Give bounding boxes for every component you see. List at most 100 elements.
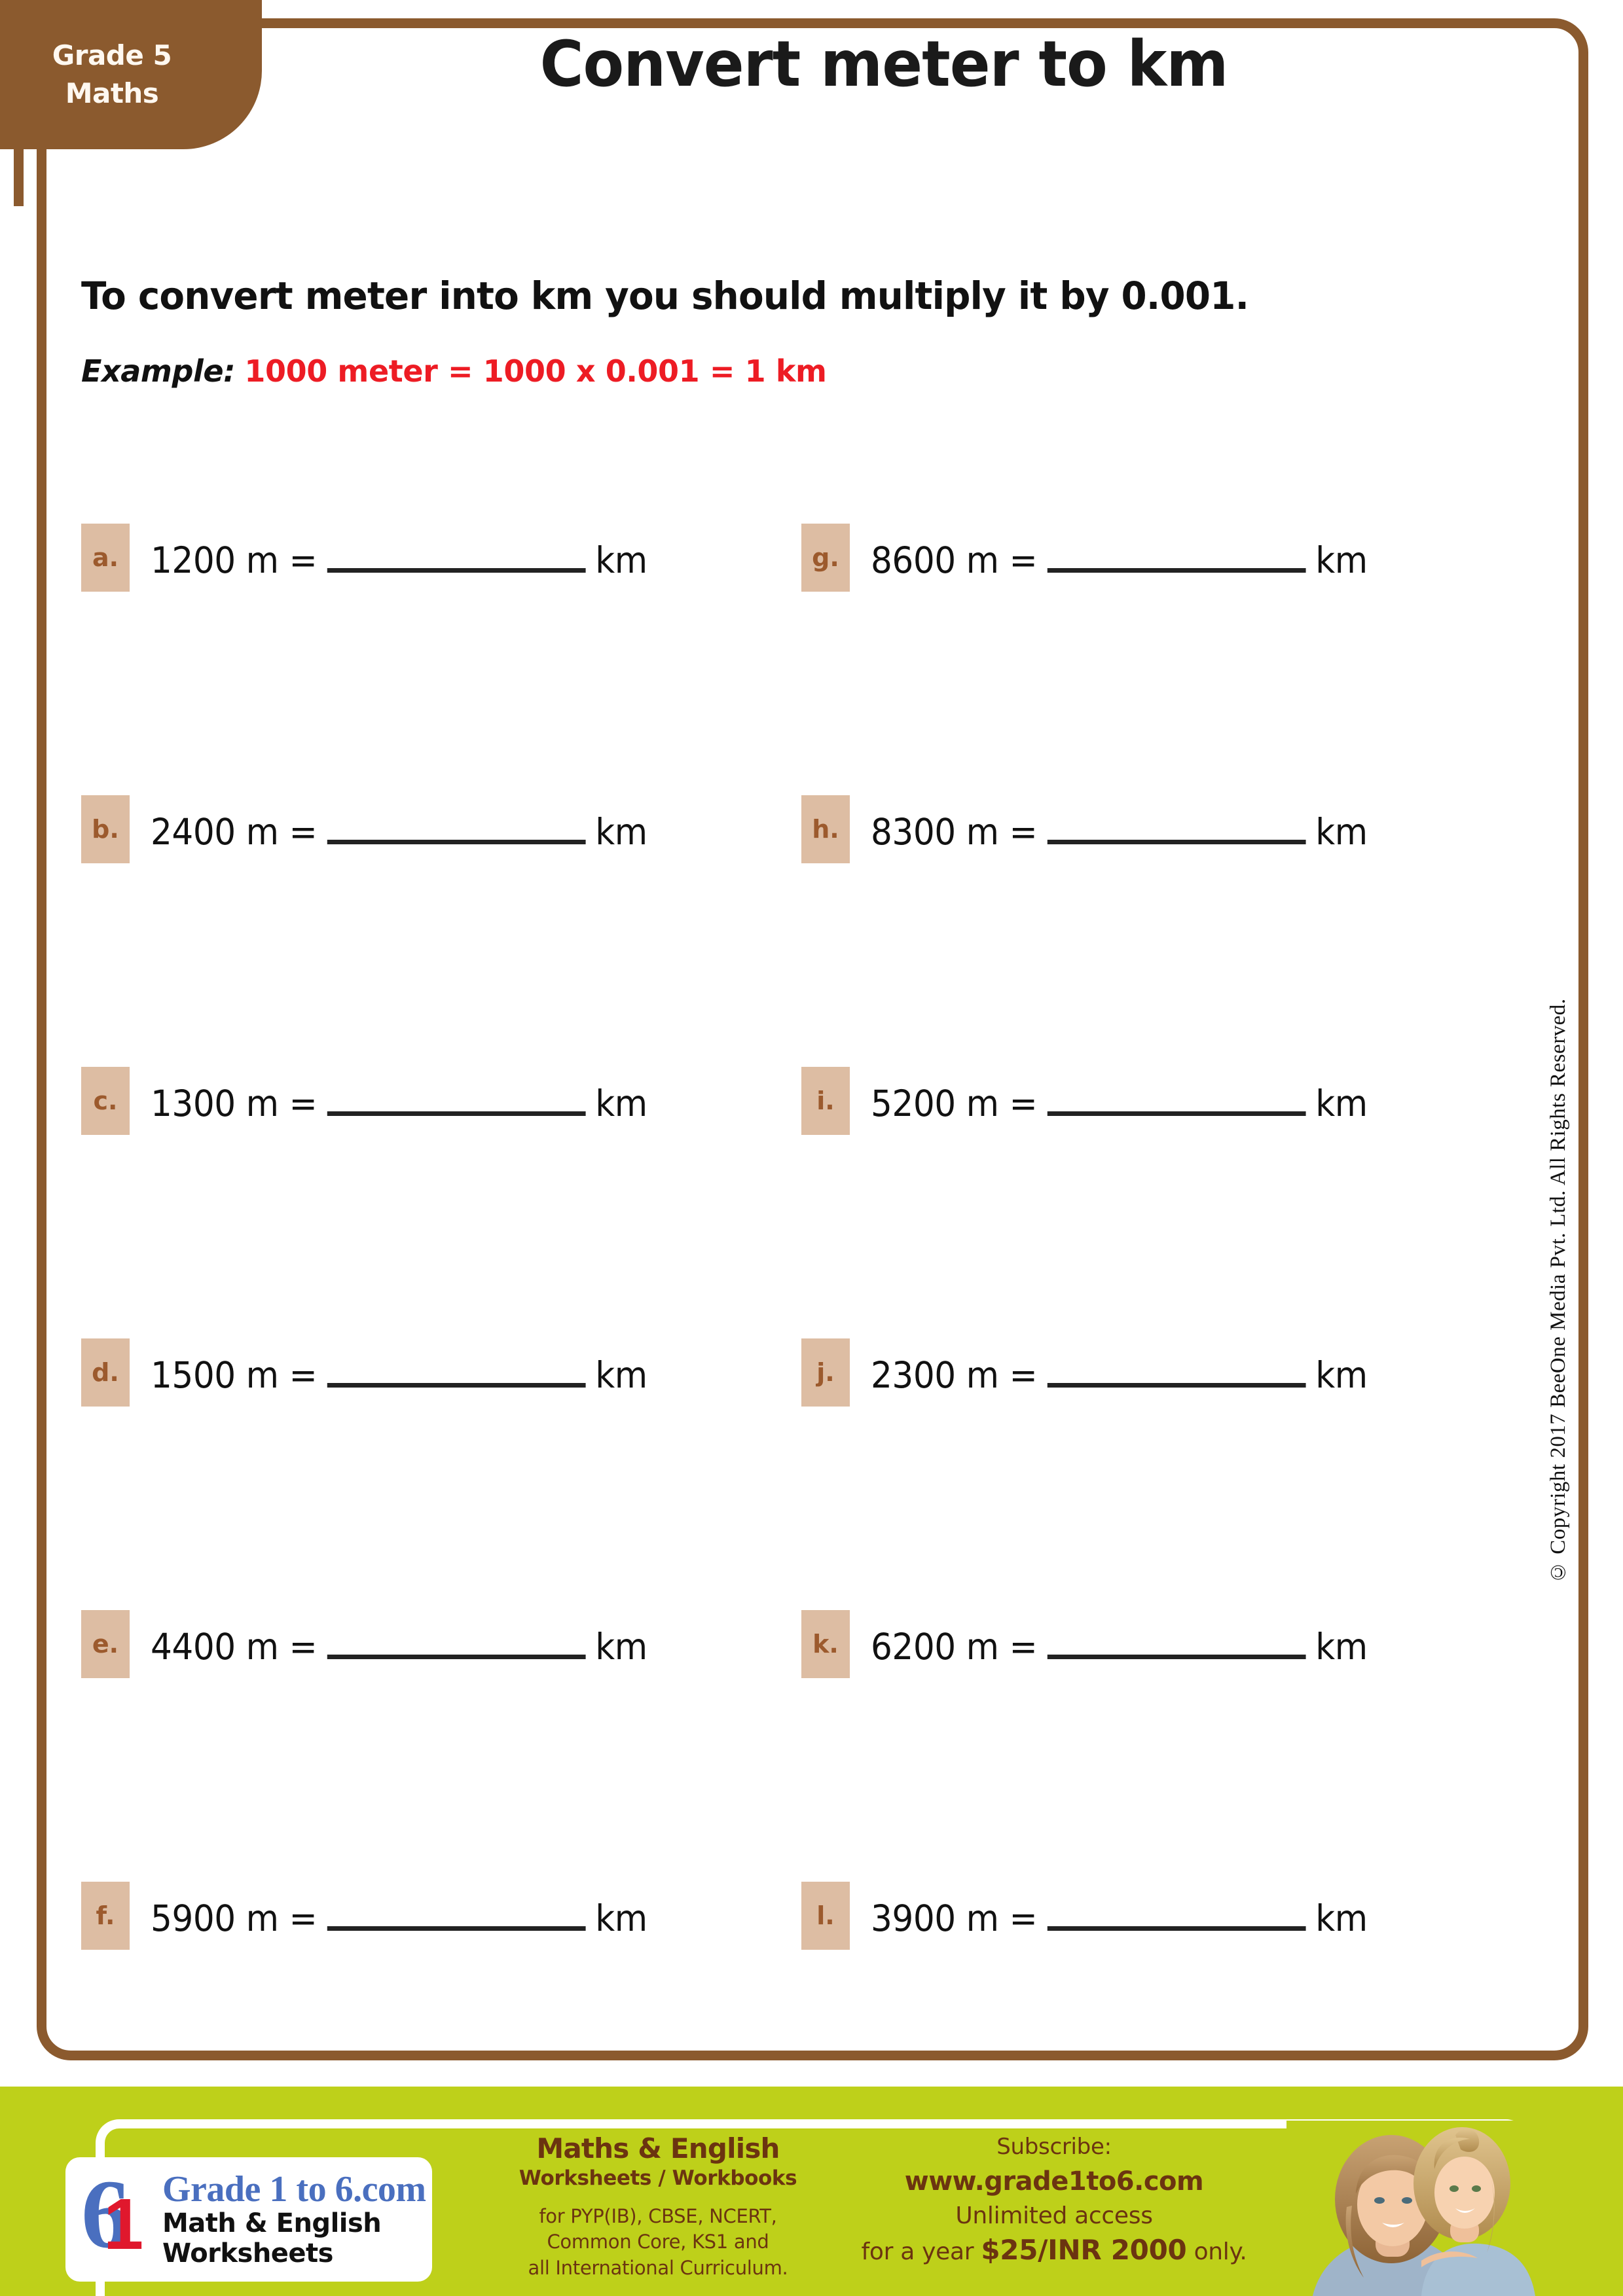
grade-tab-stub (14, 144, 24, 206)
question-label: a. (81, 524, 130, 592)
question-unit: km (595, 811, 647, 853)
question-unit: km (1315, 1626, 1368, 1668)
footer-curriculum-line1: for PYP(IB), CBSE, NCERT, (539, 2204, 777, 2227)
question-prompt: 3900 m = (871, 1897, 1038, 1939)
question-unit: km (1315, 811, 1368, 853)
question-unit: km (595, 1626, 647, 1668)
answer-blank[interactable] (327, 795, 586, 844)
question-prompt: 2300 m = (871, 1354, 1038, 1396)
question-label: f. (81, 1882, 130, 1950)
example-equation: 1000 meter = 1000 x 0.001 = 1 km (244, 353, 827, 389)
question-prompt: 5900 m = (151, 1897, 318, 1939)
question-label: i. (801, 1067, 850, 1135)
logo-six-glyph: 6 (81, 2160, 130, 2269)
question-label: j. (801, 1338, 850, 1407)
question-expression: 4400 m = km (151, 1610, 647, 1681)
logo-site-name: Grade 1 to 6.com (162, 2168, 426, 2210)
instruction-text: To convert meter into km you should mult… (81, 274, 1249, 318)
logo-one-glyph: 1 (103, 2184, 144, 2265)
question-prompt: 4400 m = (151, 1626, 318, 1668)
question-label: c. (81, 1067, 130, 1135)
question-item: e. 4400 m = km (81, 1610, 775, 1681)
worksheet-frame (37, 18, 1588, 2060)
answer-blank[interactable] (1047, 1067, 1306, 1116)
question-expression: 6200 m = km (871, 1610, 1368, 1681)
question-label: g. (801, 524, 850, 592)
question-unit: km (595, 1354, 647, 1396)
site-logo[interactable]: 6 1 Grade 1 to 6.com Math & English Work… (65, 2157, 432, 2282)
footer-products-column: Maths & English Worksheets / Workbooks f… (504, 2132, 812, 2281)
question-expression: 8600 m = km (871, 524, 1368, 594)
answer-blank[interactable] (1047, 524, 1306, 573)
answer-blank[interactable] (1047, 1338, 1306, 1388)
question-unit: km (595, 539, 647, 581)
question-expression: 1200 m = km (151, 524, 647, 594)
question-item: b. 2400 m = km (81, 795, 775, 866)
question-label: d. (81, 1338, 130, 1407)
question-unit: km (1315, 1083, 1368, 1124)
question-item: l. 3900 m = km (801, 1882, 1495, 1952)
question-label: h. (801, 795, 850, 863)
question-label: l. (801, 1882, 850, 1950)
subscribe-label: Subscribe: (996, 2134, 1112, 2160)
answer-blank[interactable] (1047, 1610, 1306, 1659)
answer-blank[interactable] (1047, 795, 1306, 844)
footer-products-title: Maths & English (536, 2132, 780, 2164)
subscribe-access-text: Unlimited access (955, 2202, 1153, 2229)
question-prompt: 8600 m = (871, 539, 1038, 581)
question-item: j. 2300 m = km (801, 1338, 1495, 1409)
question-label: e. (81, 1610, 130, 1678)
answer-blank[interactable] (327, 524, 586, 573)
logo-mark-icon: 6 1 (81, 2165, 158, 2269)
footer-curriculum-line3: all International Curriculum. (528, 2256, 788, 2279)
question-prompt: 8300 m = (871, 811, 1038, 853)
answer-blank[interactable] (1047, 1882, 1306, 1931)
question-item: a. 1200 m = km (81, 524, 775, 594)
question-item: c. 1300 m = km (81, 1067, 775, 1138)
question-item: k. 6200 m = km (801, 1610, 1495, 1681)
question-label: k. (801, 1610, 850, 1678)
question-unit: km (1315, 1897, 1368, 1939)
price-amount: $25/INR 2000 (981, 2234, 1187, 2267)
question-expression: 1500 m = km (151, 1338, 647, 1409)
question-prompt: 2400 m = (151, 811, 318, 853)
question-expression: 2400 m = km (151, 795, 647, 866)
question-item: g. 8600 m = km (801, 524, 1495, 594)
mother-and-daughter-photo (1286, 2121, 1561, 2296)
footer-curriculum-text: for PYP(IB), CBSE, NCERT, Common Core, K… (504, 2204, 812, 2281)
example-label: Example: (81, 353, 236, 389)
footer-curriculum-line2: Common Core, KS1 and (547, 2231, 769, 2253)
subscribe-price-text: for a year $25/INR 2000 only. (851, 2232, 1257, 2269)
question-prompt: 6200 m = (871, 1626, 1038, 1668)
answer-blank[interactable] (327, 1338, 586, 1388)
logo-tagline: Math & English Worksheets (162, 2208, 382, 2269)
footer-subscribe-column: Subscribe: www.grade1to6.com Unlimited a… (851, 2132, 1257, 2269)
grade-tab-line1: Grade 5 (52, 39, 172, 72)
question-item: d. 1500 m = km (81, 1338, 775, 1409)
price-prefix: for a year (861, 2238, 981, 2266)
question-item: f. 5900 m = km (81, 1882, 775, 1952)
question-unit: km (1315, 539, 1368, 581)
question-prompt: 5200 m = (871, 1083, 1038, 1124)
copyright-notice: © Copyright 2017 BeeOne Media Pvt. Ltd. … (1546, 998, 1570, 1584)
answer-blank[interactable] (327, 1067, 586, 1116)
grade-tab-line2: Maths (65, 77, 159, 109)
question-label: b. (81, 795, 130, 863)
subscribe-url[interactable]: www.grade1to6.com (904, 2166, 1204, 2197)
grade-tab: Grade 5 Maths (0, 0, 262, 149)
questions-grid: a. 1200 m = km g. 8600 m = km b. 2400 m … (81, 524, 1495, 2153)
answer-blank[interactable] (327, 1610, 586, 1659)
question-expression: 5200 m = km (871, 1067, 1368, 1138)
question-unit: km (1315, 1354, 1368, 1396)
footer-products-subtitle: Worksheets / Workbooks (519, 2166, 797, 2190)
price-suffix: only. (1186, 2238, 1247, 2266)
question-item: i. 5200 m = km (801, 1067, 1495, 1138)
question-expression: 3900 m = km (871, 1882, 1368, 1952)
question-expression: 8300 m = km (871, 795, 1368, 866)
example-line: Example: 1000 meter = 1000 x 0.001 = 1 k… (81, 353, 827, 389)
question-expression: 1300 m = km (151, 1067, 647, 1138)
question-prompt: 1300 m = (151, 1083, 318, 1124)
answer-blank[interactable] (327, 1882, 586, 1931)
question-prompt: 1200 m = (151, 539, 318, 581)
question-expression: 5900 m = km (151, 1882, 647, 1952)
